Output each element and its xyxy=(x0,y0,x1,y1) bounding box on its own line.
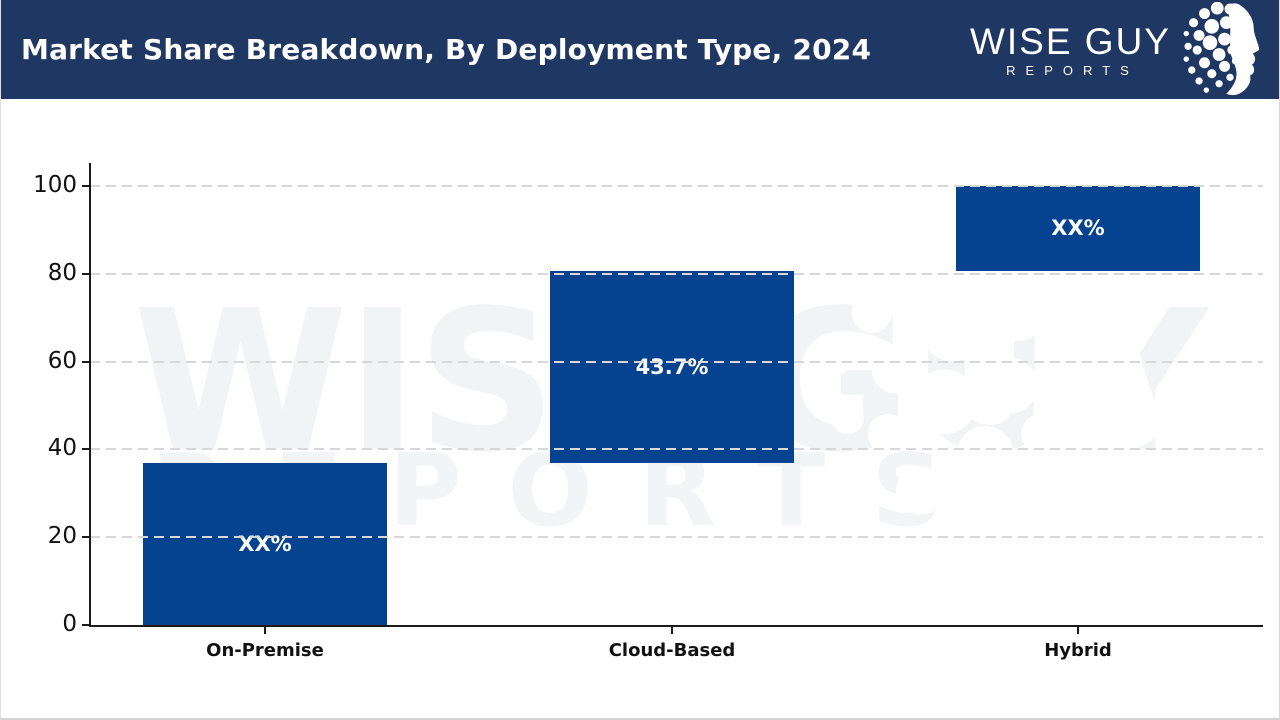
y-axis-label-40: 40 xyxy=(47,435,77,462)
y-tick xyxy=(82,624,90,626)
y-axis-label-0: 0 xyxy=(62,611,77,637)
y-axis-label-60: 60 xyxy=(47,347,77,374)
y-axis-line xyxy=(89,163,91,627)
x-axis-label-cloud-based: Cloud-Based xyxy=(608,640,736,661)
gridline-40 xyxy=(90,448,1263,451)
bar-value-label: XX% xyxy=(1051,216,1105,241)
brand-logo: WISE GUY REPORTS xyxy=(970,1,1261,98)
brand-logo-text: WISE GUY REPORTS xyxy=(970,23,1171,77)
wise-guy-head-icon xyxy=(1183,1,1260,95)
plot-area: XX% On-Premise 43.7% Cloud-Based XX% Hybrid 0 2… xyxy=(1,99,1279,718)
bar-value-label: XX% xyxy=(238,531,292,556)
bar-hybrid: XX% xyxy=(956,186,1200,271)
gridline-20 xyxy=(90,536,1263,539)
y-tick xyxy=(82,360,90,363)
bar-cloud-based: 43.7% xyxy=(550,270,794,463)
y-axis-label-20: 20 xyxy=(47,523,77,550)
x-tick xyxy=(1077,626,1079,634)
y-axis-label-100: 100 xyxy=(33,172,77,198)
x-axis-label-hybrid: Hybrid xyxy=(1044,640,1112,661)
header-band: Market Share Breakdown, By Deployment Ty… xyxy=(1,0,1279,99)
page-title: Market Share Breakdown, By Deployment Ty… xyxy=(21,33,872,66)
y-tick xyxy=(82,185,90,187)
bar-on-premise: XX% xyxy=(143,462,387,625)
brand-subtitle: REPORTS xyxy=(1006,62,1139,78)
x-tick xyxy=(671,626,673,634)
gridline-100 xyxy=(90,185,1263,187)
y-tick xyxy=(82,448,90,451)
y-tick xyxy=(82,272,90,275)
x-axis-line xyxy=(89,625,1263,627)
x-tick xyxy=(264,626,266,634)
bar-value-label: 43.7% xyxy=(635,354,709,379)
y-tick xyxy=(82,536,90,539)
x-axis-label-on-premise: On-Premise xyxy=(206,640,324,661)
gridline-80 xyxy=(90,272,1263,275)
brand-name: WISE GUY xyxy=(969,20,1171,62)
y-axis-label-80: 80 xyxy=(47,259,77,286)
gridline-60 xyxy=(90,360,1263,363)
